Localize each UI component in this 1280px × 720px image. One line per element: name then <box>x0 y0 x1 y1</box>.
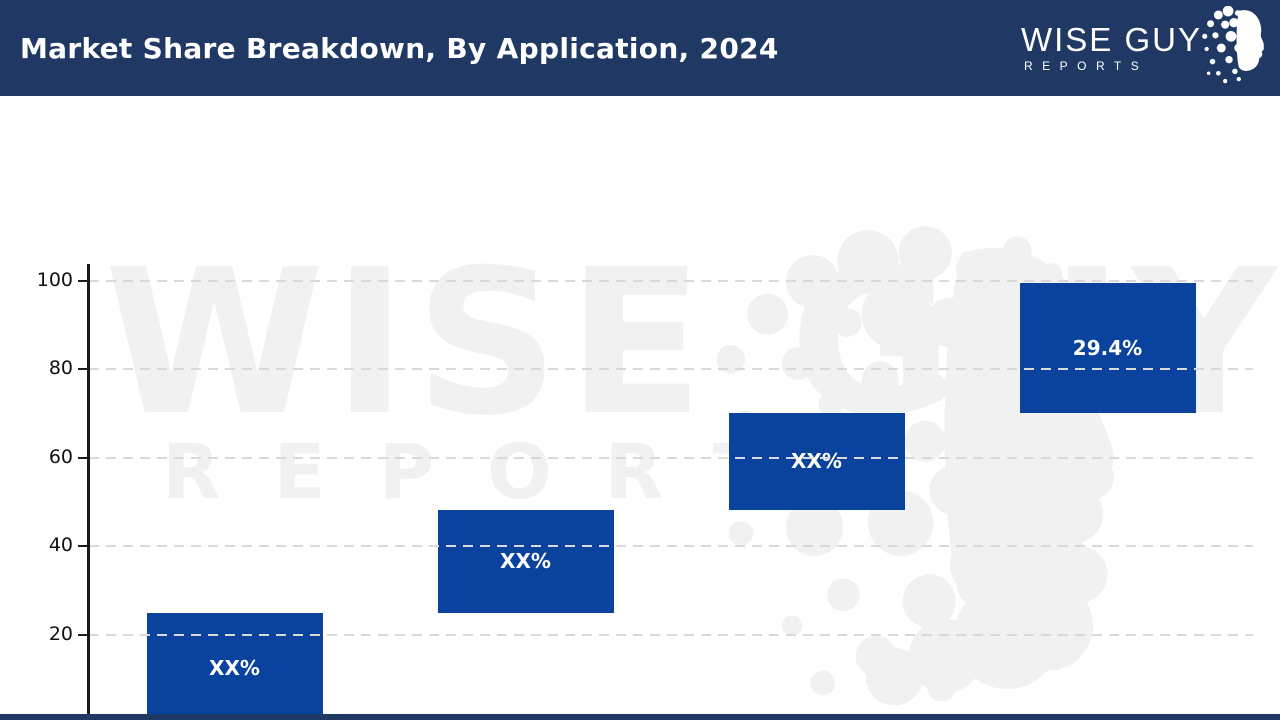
wise-guy-logo: WISE GUY REPORTS <box>1021 6 1280 90</box>
bar-value-label: XX% <box>500 549 551 574</box>
bar-segment: XX% <box>437 509 614 613</box>
y-tick-label-0: 0 <box>23 711 73 714</box>
y-tick-mark-60 <box>78 456 87 459</box>
y-tick-label-20: 20 <box>48 622 73 645</box>
logo-reports-text: REPORTS <box>1023 59 1149 74</box>
watermark-face-icon <box>716 226 1114 706</box>
gridline-40 <box>89 545 1253 548</box>
logo-text: WISE GUY REPORTS <box>1020 20 1202 74</box>
y-tick-mark-100 <box>78 280 87 282</box>
bar-segment: XX% <box>728 412 905 510</box>
logo-face-icon <box>1202 6 1264 84</box>
gridline-100 <box>89 280 1253 282</box>
footer-bar <box>0 714 1280 720</box>
bar-value-label: 29.4% <box>1072 335 1143 360</box>
y-tick-label-40: 40 <box>48 534 73 557</box>
y-tick-label-80: 80 <box>48 357 73 380</box>
plot-area: 020406080100XX%Fleet ManagementXX%Asset … <box>37 264 1253 714</box>
y-tick-label-100: 100 <box>36 268 73 291</box>
gridline-20 <box>89 633 1253 636</box>
bar-segment: 29.4% <box>1019 282 1196 413</box>
gridline-80 <box>89 368 1253 371</box>
y-tick-label-60: 60 <box>48 445 73 468</box>
y-axis-line <box>87 264 90 714</box>
bar-value-label: XX% <box>791 449 842 474</box>
bar-segment: XX% <box>146 612 323 714</box>
chart-region: WISE GUY REPORTS <box>0 96 1280 714</box>
page-title: Market Share Breakdown, By Application, … <box>20 31 779 65</box>
header-bar: Market Share Breakdown, By Application, … <box>0 0 1280 96</box>
y-tick-mark-20 <box>78 633 87 636</box>
gridline-60 <box>89 456 1253 459</box>
y-tick-mark-40 <box>78 545 87 548</box>
logo-name-text: WISE GUY <box>1020 20 1202 58</box>
bar-value-label: XX% <box>209 655 260 680</box>
y-tick-mark-80 <box>78 368 87 371</box>
